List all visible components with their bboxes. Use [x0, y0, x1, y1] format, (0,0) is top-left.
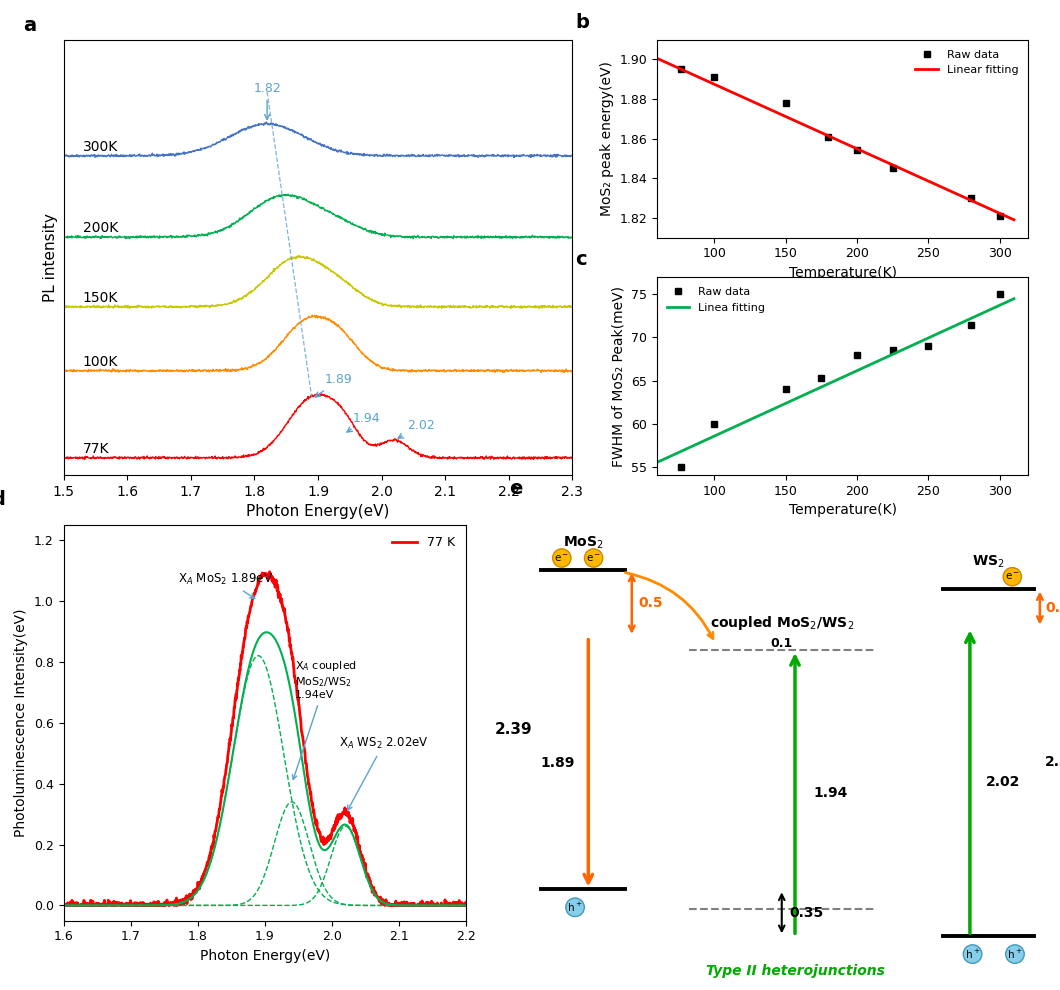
Text: h$^+$: h$^+$: [1007, 947, 1023, 960]
Line: Raw data: Raw data: [678, 65, 1003, 220]
77 K: [205, 843, 217, 855]
Text: h$^+$: h$^+$: [567, 901, 583, 914]
Y-axis label: PL intensity: PL intensity: [43, 213, 58, 302]
Text: d: d: [0, 490, 5, 509]
Raw data: [993, 210, 1006, 222]
Line: Raw data: Raw data: [678, 291, 1003, 470]
Y-axis label: MoS₂ peak energy(eV): MoS₂ peak energy(eV): [600, 61, 614, 216]
Raw data: [779, 383, 792, 395]
Text: c: c: [576, 250, 587, 269]
Text: 200K: 200K: [83, 222, 118, 236]
Text: 1.82: 1.82: [253, 82, 281, 120]
Text: e$^-$: e$^-$: [586, 552, 601, 563]
X-axis label: Temperature(K): Temperature(K): [789, 266, 897, 280]
Text: X$_A$ MoS$_2$ 1.89eV: X$_A$ MoS$_2$ 1.89eV: [178, 571, 272, 599]
77 K: [247, 590, 260, 602]
Text: X$_A$ WS$_2$ 2.02eV: X$_A$ WS$_2$ 2.02eV: [339, 737, 428, 810]
Raw data: [779, 97, 792, 109]
X-axis label: Photon Energy(eV): Photon Energy(eV): [246, 505, 390, 520]
Text: 2.02: 2.02: [399, 419, 435, 439]
Y-axis label: Photoluminescence Intensity(eV): Photoluminescence Intensity(eV): [15, 609, 29, 837]
Line: 77 K: 77 K: [64, 572, 500, 906]
Text: 0.1: 0.1: [771, 637, 793, 650]
77 K: [131, 899, 144, 911]
77 K: [116, 897, 128, 909]
Raw data: [675, 63, 688, 75]
Text: 100K: 100K: [83, 355, 118, 369]
77 K: [57, 897, 70, 909]
Text: 300K: 300K: [83, 141, 118, 154]
Text: 2.39: 2.39: [495, 722, 532, 738]
Text: X$_A$ coupled
MoS$_2$/WS$_2$
1.94eV: X$_A$ coupled MoS$_2$/WS$_2$ 1.94eV: [293, 659, 357, 779]
Raw data: [815, 372, 828, 384]
Text: coupled MoS$_2$/WS$_2$: coupled MoS$_2$/WS$_2$: [709, 614, 854, 632]
Raw data: [823, 131, 835, 143]
Raw data: [886, 162, 899, 174]
Raw data: [675, 460, 688, 472]
Legend: Raw data, Linea fitting: Raw data, Linea fitting: [662, 283, 770, 317]
X-axis label: Temperature(K): Temperature(K): [789, 504, 897, 518]
Raw data: [993, 288, 1006, 300]
Text: Type II heterojunctions: Type II heterojunctions: [706, 964, 884, 978]
Text: 1.94: 1.94: [814, 786, 848, 800]
Raw data: [708, 71, 721, 83]
Text: 0.35: 0.35: [790, 906, 824, 920]
Raw data: [965, 192, 977, 204]
Y-axis label: FWHM of MoS₂ Peak(meV): FWHM of MoS₂ Peak(meV): [612, 286, 625, 466]
Text: 150K: 150K: [83, 291, 118, 305]
Text: 77K: 77K: [83, 443, 109, 456]
Text: 1.89: 1.89: [315, 373, 352, 397]
77 K: [287, 661, 300, 673]
77 K: [494, 898, 507, 910]
77 K: [58, 900, 71, 912]
Raw data: [965, 319, 977, 331]
Text: h$^+$: h$^+$: [965, 947, 980, 960]
Text: 1.94: 1.94: [347, 412, 381, 432]
Legend: 77 K: 77 K: [387, 531, 460, 554]
Text: e: e: [509, 479, 523, 498]
Text: 2.31eV: 2.31eV: [1045, 755, 1060, 769]
Legend: Raw data, Linear fitting: Raw data, Linear fitting: [911, 46, 1023, 79]
Text: a: a: [23, 16, 36, 36]
Text: e$^-$: e$^-$: [1005, 571, 1020, 582]
Text: MoS$_2$: MoS$_2$: [563, 535, 603, 550]
Text: 1.89: 1.89: [541, 756, 575, 770]
Text: b: b: [576, 13, 589, 32]
Raw data: [886, 345, 899, 356]
77 K: [297, 731, 310, 742]
Text: 2.02: 2.02: [986, 775, 1020, 789]
X-axis label: Photon Energy(eV): Photon Energy(eV): [200, 949, 330, 963]
Raw data: [922, 341, 935, 352]
Text: e$^-$: e$^-$: [554, 552, 569, 563]
Text: 0.29: 0.29: [1045, 601, 1060, 615]
Raw data: [850, 348, 863, 360]
Raw data: [850, 145, 863, 156]
Text: WS$_2$: WS$_2$: [972, 553, 1005, 569]
Raw data: [708, 418, 721, 430]
77 K: [263, 566, 276, 578]
Text: 0.5: 0.5: [638, 596, 664, 611]
